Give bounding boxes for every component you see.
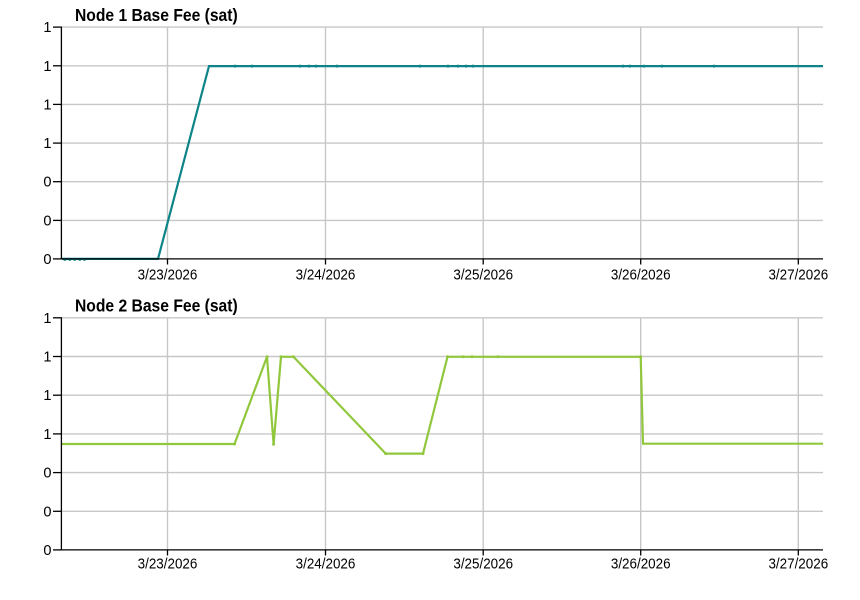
svg-text:0: 0	[43, 252, 51, 268]
svg-text:Node 2 Base Fee (sat): Node 2 Base Fee (sat)	[75, 296, 238, 316]
svg-text:1: 1	[43, 20, 51, 36]
svg-text:3/25/2026: 3/25/2026	[453, 266, 513, 283]
svg-text:3/23/2026: 3/23/2026	[138, 266, 198, 283]
svg-text:3/27/2026: 3/27/2026	[768, 266, 828, 283]
svg-text:0: 0	[43, 213, 51, 229]
svg-text:Node 1 Base Fee (sat): Node 1 Base Fee (sat)	[75, 5, 238, 25]
svg-text:1: 1	[43, 427, 51, 443]
svg-text:1: 1	[43, 388, 51, 404]
svg-text:3/24/2026: 3/24/2026	[296, 266, 356, 283]
svg-text:0: 0	[43, 466, 51, 482]
svg-text:1: 1	[43, 59, 51, 75]
svg-text:3/27/2026: 3/27/2026	[768, 555, 828, 572]
svg-text:3/24/2026: 3/24/2026	[296, 555, 356, 572]
svg-text:3/26/2026: 3/26/2026	[611, 555, 671, 572]
svg-text:3/26/2026: 3/26/2026	[611, 266, 671, 283]
svg-text:1: 1	[43, 97, 51, 113]
svg-text:3/23/2026: 3/23/2026	[138, 555, 198, 572]
svg-text:1: 1	[43, 350, 51, 366]
svg-text:0: 0	[43, 543, 51, 559]
svg-text:0: 0	[43, 504, 51, 520]
svg-text:1: 1	[43, 311, 51, 327]
svg-text:0: 0	[43, 175, 51, 191]
svg-text:3/25/2026: 3/25/2026	[453, 555, 513, 572]
svg-text:1: 1	[43, 136, 51, 152]
